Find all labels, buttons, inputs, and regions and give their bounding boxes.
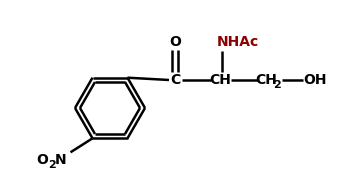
Text: N: N (55, 153, 66, 167)
Text: OH: OH (303, 73, 327, 87)
Text: 2: 2 (49, 160, 56, 170)
Text: O: O (37, 153, 48, 167)
Text: CH: CH (255, 73, 277, 87)
Text: 2: 2 (273, 80, 281, 90)
Text: C: C (170, 73, 180, 87)
Text: O: O (169, 35, 181, 49)
Text: NHAc: NHAc (217, 35, 259, 49)
Text: CH: CH (209, 73, 231, 87)
